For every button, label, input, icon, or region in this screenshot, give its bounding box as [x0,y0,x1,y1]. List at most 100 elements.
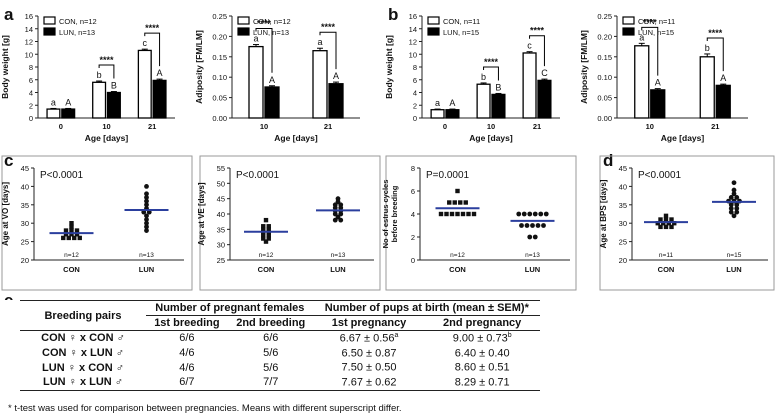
significance-bracket [319,31,337,70]
y-tick-label: 40 [21,182,29,191]
data-point [455,188,460,194]
group-n: n=12 [450,252,465,259]
table-cell: 6/6 [227,329,314,346]
data-point [663,213,669,219]
x-axis-label: Age [days] [85,133,129,143]
data-point [69,232,74,237]
data-point [66,235,71,241]
panel-frame [199,155,381,291]
significance-letter: a [639,32,644,42]
x-tick-label: 21 [711,122,719,131]
y-tick-label: 0.15 [212,53,227,62]
y-tick-label: 4 [411,210,415,219]
significance-letter: B [111,81,117,91]
x-tick-label: LUN [726,265,741,274]
data-point [447,200,452,205]
table-cell: 7/7 [227,374,314,391]
table-sub-header: 1st pregnancy [331,317,407,329]
y-tick-label: 25 [21,238,29,247]
data-point [332,217,338,223]
y-tick-label: 50 [217,179,225,188]
significance-letter: a [51,97,56,107]
data-point [261,224,266,229]
table-cell: 6.67 ± 0.56a [313,329,425,346]
y-tick-label: 0 [411,256,415,265]
table-row: CON ♀ x CON ♂ 6/6 6/6 6.67 ± 0.56a 9.00 … [20,329,540,346]
x-tick-label: 0 [443,122,447,131]
data-point [527,234,533,240]
table-cell: 7.67 ± 0.62 [313,374,425,391]
y-tick-label: 0.25 [212,12,227,21]
data-point [663,224,669,230]
y-tick-label: 2 [411,233,415,242]
significance-letter: A [157,68,163,78]
legend-swatch [43,16,56,25]
y-tick-label: 16 [25,12,33,21]
data-point [672,221,677,226]
data-point [658,217,663,222]
significance-letter: a [317,37,322,47]
table-cell: 4/6 [179,361,195,374]
y-tick-label: 45 [619,164,627,173]
y-tick-label: 14 [25,25,33,34]
bar [650,89,666,119]
y-tick-label: 40 [217,210,225,219]
data-point [335,214,341,220]
table-row: LUN ♀ x LUN ♂ 6/7 7/7 7.67 ± 0.62 8.29 ±… [20,374,540,391]
data-point [543,211,549,217]
y-tick-label: 0.00 [212,114,227,123]
y-tick-label: 25 [217,256,225,265]
bar [522,52,537,119]
data-point [338,211,344,217]
legend-swatch [622,16,635,25]
data-point [728,206,734,211]
y-axis-label: Age at BPS [days] [599,179,608,248]
bar [92,81,107,119]
significance-bracket [98,64,115,79]
y-tick-label: 40 [619,182,627,191]
x-axis-label: Age [days] [274,133,318,143]
bar [476,83,491,119]
y-axis-label: Adiposity [FM/LM] [194,30,204,104]
table-header-pairs: Breeding pairs [20,300,146,331]
data-point [261,236,266,241]
table-cell: 6.40 ± 0.40 [454,347,510,360]
data-point [452,200,457,205]
significance-letter: c [527,41,532,51]
y-tick-label: 45 [21,164,29,173]
breeding-table: Breeding pairs Number of pregnant female… [20,300,540,404]
significance-bracket [641,26,659,76]
legend-swatch [427,16,440,25]
data-point [728,202,734,208]
y-tick-label: 2 [29,101,33,110]
y-tick-label: 12 [409,38,417,47]
legend-label: CON, n=11 [443,17,480,26]
data-point [519,223,524,228]
data-point [266,224,271,229]
data-point [731,187,737,193]
significance-letter: A [65,97,71,107]
bar [328,83,344,119]
panel-frame [599,155,775,291]
data-point [263,217,269,223]
x-tick-label: CON [258,265,275,274]
y-tick-label: 0.05 [212,94,227,103]
bar [312,50,328,119]
significance-bracket [144,32,161,67]
data-point [63,232,69,237]
y-tick-label: 6 [413,76,417,85]
y-tick-label: 55 [217,164,225,173]
legend-label: LUN, n=13 [253,28,289,37]
data-point [532,211,538,217]
bar [61,108,76,119]
y-tick-label: 20 [619,256,627,265]
y-tick-label: 0 [29,114,33,123]
data-point [532,234,538,240]
bar [264,86,280,119]
group-n: n=13 [331,252,346,259]
bar [152,79,167,119]
x-tick-label: 21 [533,122,541,131]
data-point [144,195,149,200]
data-point [535,223,541,228]
x-axis-label: Age [days] [469,133,513,143]
